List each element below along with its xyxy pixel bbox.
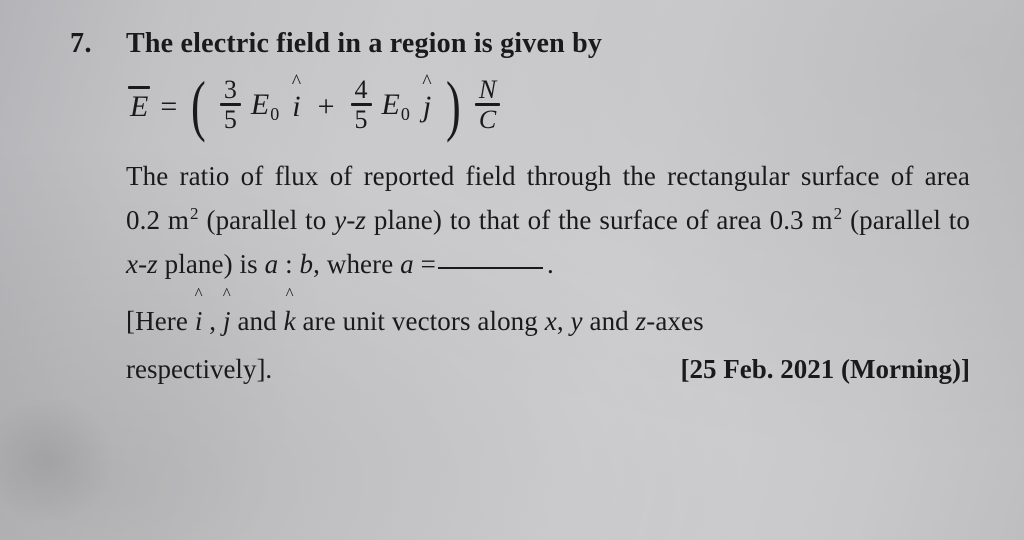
E0-first: E0 [251, 88, 281, 125]
question-prompt: The electric field in a region is given … [126, 28, 970, 60]
fraction-4-5: 4 5 [351, 76, 372, 133]
question-body: The ratio of flux of reported field thro… [126, 155, 970, 286]
exam-source: [25 Feb. 2021 (Morning)] [681, 348, 970, 392]
E0-second: E0 [382, 88, 412, 125]
fraction-N-C: N C [475, 76, 500, 133]
footer-row: respectively]. [25 Feb. 2021 (Morning)] [126, 348, 970, 392]
plus-sign: + [318, 90, 335, 124]
j-hat: ^j [422, 90, 432, 124]
note-close: respectively]. [126, 348, 272, 392]
equals-sign: = [160, 90, 177, 124]
question-block: 7. The electric field in a region is giv… [70, 28, 970, 392]
unit-vector-note: [Here ^i , ^j and ^k are unit vectors al… [126, 300, 970, 344]
equation: E = ( 3 5 E0^i + 4 5 E0^j ) N [128, 78, 970, 135]
vector-E: E [128, 90, 150, 124]
fraction-3-5: 3 5 [220, 76, 241, 133]
question-number: 7. [70, 28, 92, 60]
answer-blank [438, 267, 543, 269]
i-hat: ^i [291, 90, 301, 124]
